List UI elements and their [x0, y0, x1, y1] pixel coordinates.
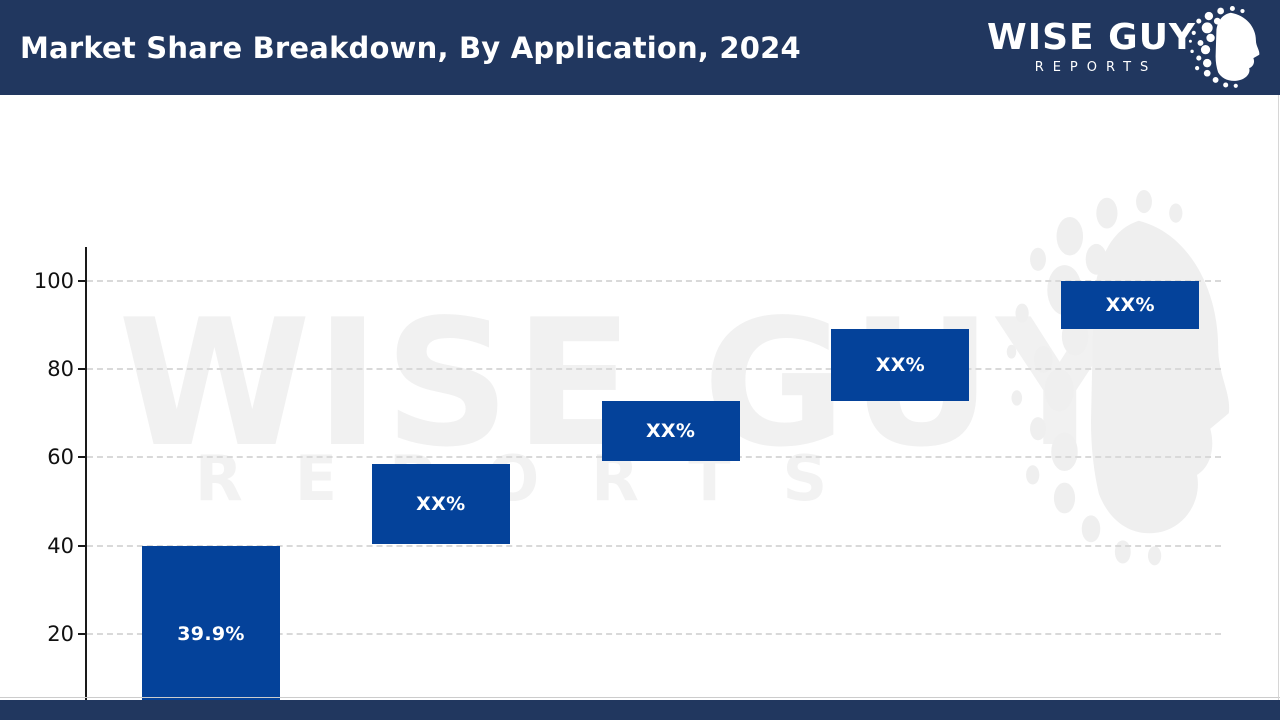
bar-industrial-equipment: XX% — [831, 329, 970, 401]
plot-area: 02040608010039.9%ConsumerElectronicsXX%A… — [0, 95, 1280, 720]
y-axis-line — [85, 247, 87, 720]
y-tick-60 — [78, 456, 86, 459]
header-bar: Market Share Breakdown, By Application, … — [0, 0, 1280, 95]
y-tick-20 — [78, 632, 86, 635]
y-tick-label-20: 20 — [47, 621, 74, 646]
bottom-rule — [0, 697, 1280, 698]
wiseguy-logo: WISE GUY REPORTS — [986, 5, 1280, 90]
y-tick-80 — [78, 368, 86, 371]
gridline-20 — [87, 632, 1221, 635]
bar-home-appliances: XX% — [1061, 281, 1200, 330]
dotted-face-icon — [1188, 5, 1260, 88]
logo-wordmark: WISE GUY — [986, 17, 1196, 58]
right-edge-rule — [1278, 95, 1279, 720]
bar-value-label: 39.9% — [177, 623, 245, 645]
page-title: Market Share Breakdown, By Application, … — [20, 30, 801, 65]
y-tick-40 — [78, 544, 86, 547]
bar-value-label: XX% — [1105, 294, 1155, 317]
y-tick-label-100: 100 — [33, 269, 74, 293]
logo-subtitle: REPORTS — [1034, 60, 1158, 75]
y-tick-label-80: 80 — [47, 357, 74, 382]
bar-value-label: XX% — [875, 354, 926, 376]
y-tick-label-60: 60 — [47, 445, 74, 470]
footer-bar — [0, 700, 1280, 720]
bar-value-label: XX% — [645, 419, 696, 442]
bar-medical-devices: XX% — [601, 400, 740, 461]
gridline-100 — [87, 280, 1221, 282]
y-tick-label-40: 40 — [47, 533, 74, 558]
gridline-80 — [87, 368, 1221, 371]
y-tick-100 — [78, 280, 86, 282]
gridline-40 — [87, 544, 1221, 547]
logo-text: WISE GUY REPORTS — [986, 17, 1196, 76]
bar-consumer-electronics: 39.9% — [142, 546, 280, 720]
bar-value-label: XX% — [416, 492, 466, 515]
bar-automotive: XX% — [371, 464, 510, 544]
